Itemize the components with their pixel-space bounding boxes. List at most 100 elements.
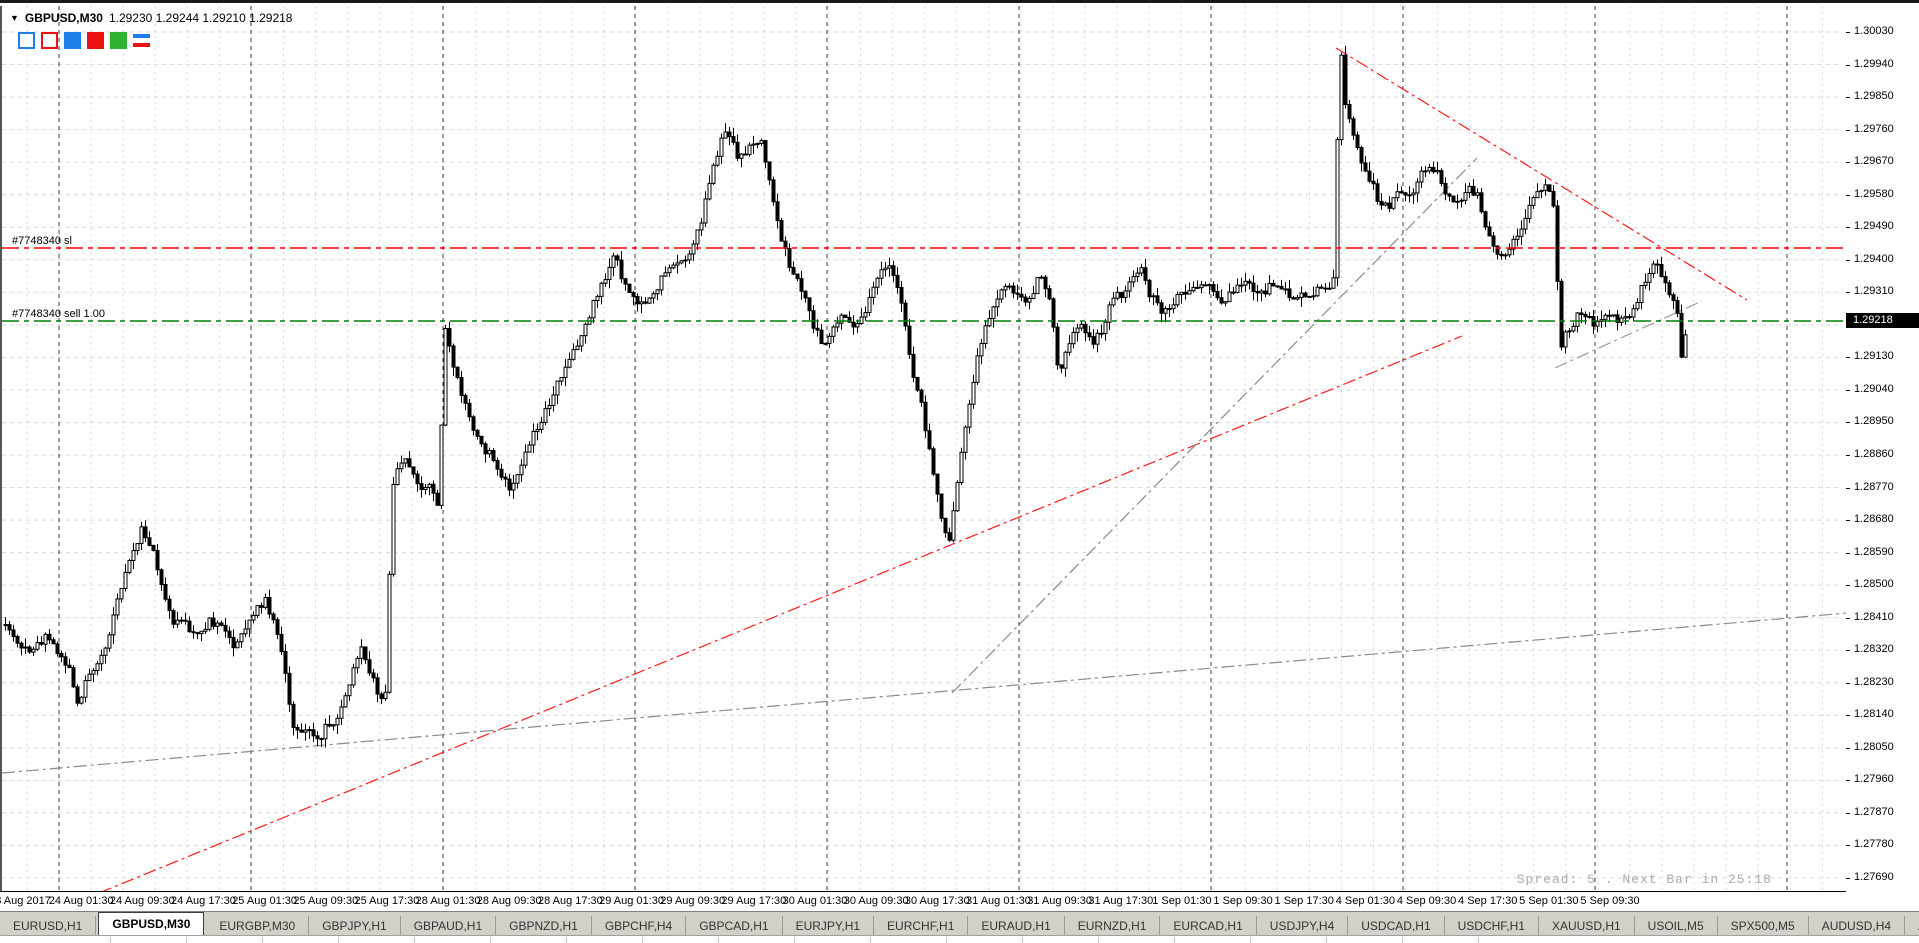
tab-spx500-m5[interactable]: SPX500,M5 [1718,916,1809,936]
tab-usoil-m5[interactable]: USOIL,M5 [1635,916,1718,936]
panel-column-divider [718,937,719,943]
panel-column-divider [1174,937,1175,943]
time-axis-label: 31 Aug 09:30 [1027,895,1093,907]
time-axis-label: 29 Aug 09:30 [660,895,726,907]
panel-column-divider [1022,937,1023,943]
tab-gbpjpy-h1[interactable]: GBPJPY,H1 [309,916,401,936]
price-axis[interactable]: 1.29218 1.30030 1.29940 1.29850 1.29760 1.29… [1846,6,1919,891]
price-axis-label: 1.29940 [1854,57,1894,70]
price-tick [1846,227,1850,229]
panel-column-divider [946,937,947,943]
price-tick [1846,129,1850,131]
tab-eurusd-h1[interactable]: EURUSD,H1 [0,916,97,936]
blue-filled-swatch-icon[interactable] [64,32,81,49]
price-axis-label: 1.28770 [1854,480,1894,493]
panel-column-divider [490,937,491,943]
time-axis-label: 4 Sep 17:30 [1458,895,1518,907]
stop-loss-line-label: #7748340 sl [12,235,72,247]
price-axis-label: 1.27960 [1854,773,1894,786]
tab-xauusd-h1[interactable]: XAUUSD,H1 [1539,916,1635,936]
price-axis-label: 1.27870 [1854,805,1894,818]
price-tick [1846,682,1850,684]
price-tick [1846,650,1850,652]
tab-usdcad-h1[interactable]: USDCAD,H1 [1348,916,1445,936]
price-tick [1846,715,1850,717]
price-tick [1846,389,1850,391]
price-tick [1846,357,1850,359]
object-color-toolbar [18,32,150,49]
tab-eurnzd-h1[interactable]: EURNZD,H1 [1065,916,1161,936]
time-axis-label: 25 Aug 09:30 [293,895,359,907]
chart-area[interactable]: ▼ GBPUSD,M30 1.29230 1.29244 1.29210 1.2… [0,6,1848,891]
tab-eurgbp-m30[interactable]: EURGBP,M30 [206,916,310,936]
price-axis-label: 1.28950 [1854,415,1894,428]
price-tick [1846,552,1850,554]
tab-gbpusd-m30[interactable]: GBPUSD,M30 [98,912,205,936]
price-tick [1846,194,1850,196]
chevron-down-icon[interactable]: ▼ [10,13,19,23]
blue-outline-swatch-icon[interactable] [18,32,35,49]
price-tick [1846,877,1850,879]
price-axis-label: 1.29400 [1854,252,1894,265]
price-chart[interactable] [2,6,1848,891]
tab-gbpcad-h1[interactable]: GBPCAD,H1 [686,916,783,936]
price-tick [1846,487,1850,489]
tab-gbpnzd-h1[interactable]: GBPNZD,H1 [496,916,592,936]
panel-column-divider [1402,937,1403,943]
chart-tab-bar: EURUSD,H1 GBPUSD,M30 EURGBP,M30 GBPJPY,H1 GB… [0,911,1919,936]
time-axis-label: 24 Aug 09:30 [109,895,175,907]
panel-column-divider [1326,937,1327,943]
current-price-tag: 1.29218 [1846,313,1919,328]
time-axis-label: 1 Sep 17:30 [1274,895,1334,907]
tab-usdjpy-h4[interactable]: USDJPY,H4 [1257,916,1349,936]
price-axis-label: 1.28320 [1854,643,1894,656]
tab-eurjpy-h1[interactable]: EURJPY,H1 [783,916,875,936]
time-axis-label: 28 Aug 09:30 [476,895,542,907]
tab-eurcad-h1[interactable]: EURCAD,H1 [1160,916,1257,936]
price-axis-label: 1.28680 [1854,513,1894,526]
red-outline-swatch-icon[interactable] [41,32,58,49]
time-axis-label: 24 Aug 17:30 [171,895,236,907]
tab-gbpchf-h4[interactable]: GBPCHF,H4 [592,916,687,936]
blue-red-bars-swatch-icon[interactable] [133,32,150,49]
price-tick [1846,259,1850,261]
price-tick [1846,812,1850,814]
time-axis-label: 5 Sep 09:30 [1580,895,1640,907]
price-axis-label: 1.29310 [1854,285,1894,298]
tab-gbpaud-h1[interactable]: GBPAUD,H1 [401,916,497,936]
time-axis-label: 29 Aug 17:30 [721,895,787,907]
time-axis-label: 28 Aug 17:30 [537,895,603,907]
tab-audnzd-h1[interactable]: AUDNZD,H1 [1905,916,1919,936]
panel-column-divider [794,937,795,943]
price-axis-label: 1.28590 [1854,545,1894,558]
blue-bar [133,34,150,38]
panel-column-divider [414,937,415,943]
panel-column-divider [338,937,339,943]
time-axis-label: 29 Aug 01:30 [599,895,664,907]
price-axis-label: 1.29760 [1854,122,1894,135]
price-axis-label: 1.29850 [1854,90,1894,103]
time-axis-label: 30 Aug 17:30 [904,895,970,907]
panel-column-divider [566,937,567,943]
price-tick [1846,32,1850,33]
price-tick [1846,845,1850,847]
price-axis-label: 1.28050 [1854,740,1894,753]
time-axis-label: 1 Sep 01:30 [1152,895,1212,907]
price-axis-label: 1.28230 [1854,675,1894,688]
red-filled-swatch-icon[interactable] [87,32,104,49]
price-axis-label: 1.29580 [1854,187,1894,200]
tab-audusd-h4[interactable]: AUDUSD,H4 [1809,916,1906,936]
tab-euraud-h1[interactable]: EURAUD,H1 [968,916,1065,936]
terminal-panel-edge [0,935,1919,943]
time-axis-label: 1 Sep 09:30 [1213,895,1273,907]
time-axis-label: 25 Aug 17:30 [354,895,420,907]
tab-eurchf-h1[interactable]: EURCHF,H1 [874,916,969,936]
price-tick [1846,520,1850,522]
red-bar [133,43,150,47]
tab-usdchf-h1[interactable]: USDCHF,H1 [1445,916,1539,936]
chart-symbol-label: GBPUSD,M30 [24,11,103,25]
green-filled-swatch-icon[interactable] [110,32,127,49]
panel-column-divider [870,937,871,943]
